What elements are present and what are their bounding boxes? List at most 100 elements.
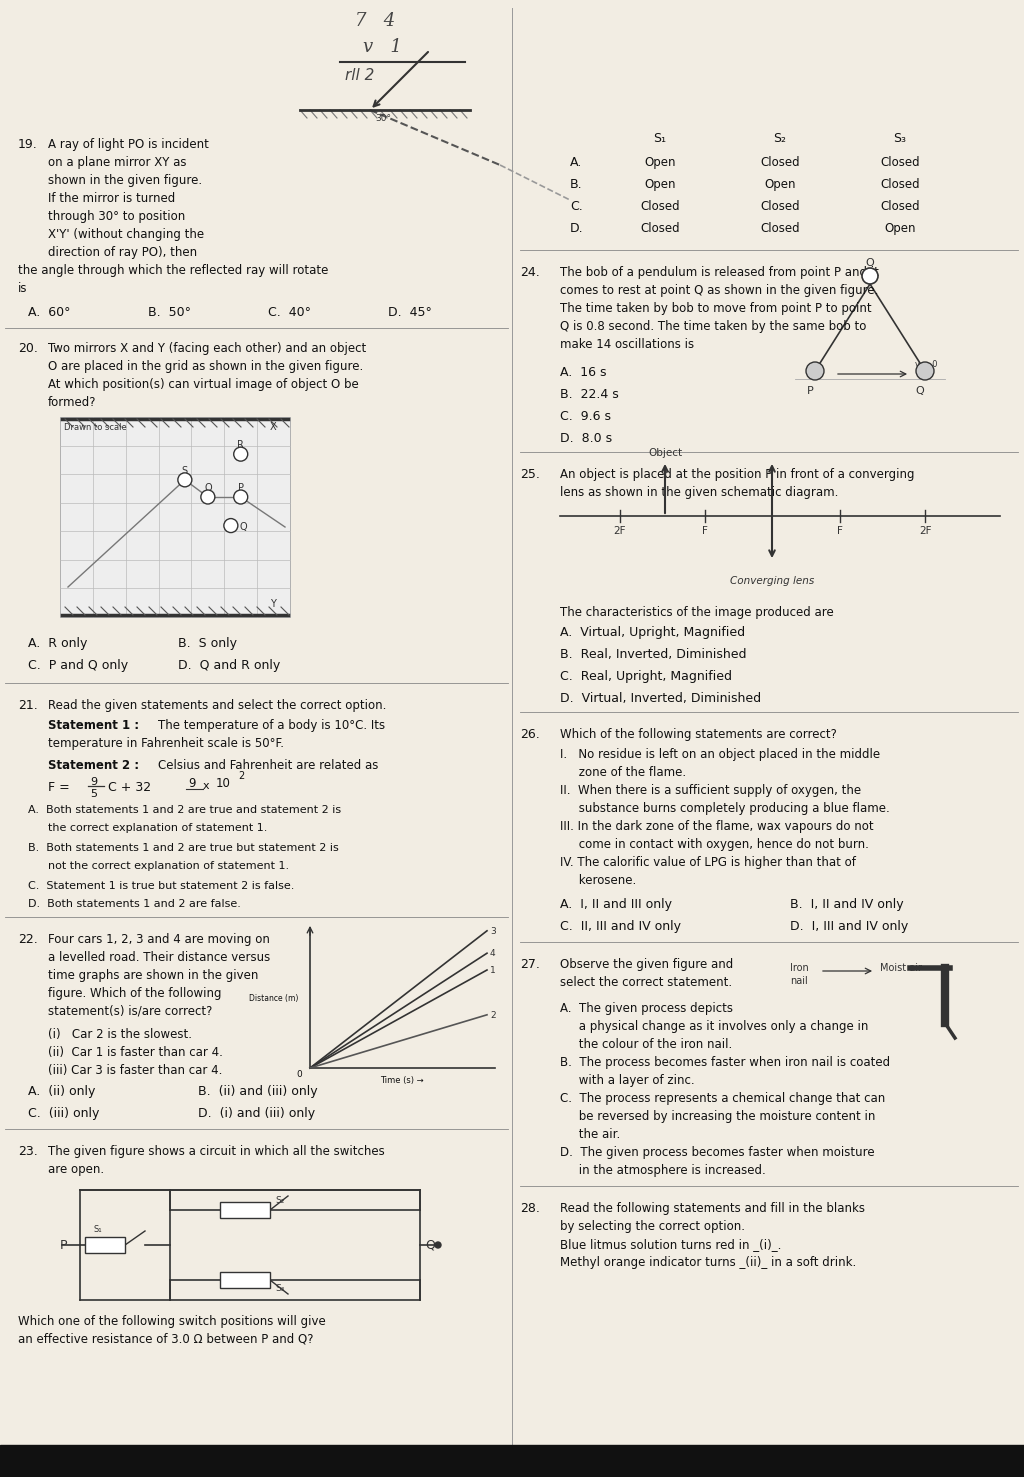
Circle shape bbox=[233, 490, 248, 504]
Text: X'Y' (without changing the: X'Y' (without changing the bbox=[48, 227, 204, 241]
Text: through 30° to position: through 30° to position bbox=[48, 210, 185, 223]
Text: Closed: Closed bbox=[640, 199, 680, 213]
Text: D.  The given process becomes faster when moisture: D. The given process becomes faster when… bbox=[560, 1146, 874, 1159]
Text: Closed: Closed bbox=[760, 222, 800, 235]
Text: 2: 2 bbox=[238, 771, 245, 781]
Text: D.  8.0 s: D. 8.0 s bbox=[560, 431, 612, 445]
Text: not the correct explanation of statement 1.: not the correct explanation of statement… bbox=[48, 861, 289, 871]
Circle shape bbox=[862, 267, 878, 284]
Text: II.  When there is a sufficient supply of oxygen, the: II. When there is a sufficient supply of… bbox=[560, 784, 861, 798]
Text: 1: 1 bbox=[490, 966, 496, 975]
Text: 27.: 27. bbox=[520, 959, 540, 970]
Text: B.  The process becomes faster when iron nail is coated: B. The process becomes faster when iron … bbox=[560, 1056, 890, 1069]
Text: S₂: S₂ bbox=[773, 131, 786, 145]
Text: S₁: S₁ bbox=[653, 131, 667, 145]
Text: 10: 10 bbox=[216, 777, 230, 790]
Text: Time (s) →: Time (s) → bbox=[380, 1077, 424, 1086]
Text: (ii)  Car 1 is faster than car 4.: (ii) Car 1 is faster than car 4. bbox=[48, 1046, 223, 1059]
Circle shape bbox=[916, 362, 934, 380]
Text: D.  (i) and (iii) only: D. (i) and (iii) only bbox=[198, 1106, 315, 1120]
Text: are open.: are open. bbox=[48, 1162, 104, 1176]
Text: O are placed in the grid as shown in the given figure.: O are placed in the grid as shown in the… bbox=[48, 360, 364, 374]
Text: 0: 0 bbox=[296, 1069, 302, 1080]
Text: x: x bbox=[203, 781, 210, 792]
Text: temperature in Fahrenheit scale is 50°F.: temperature in Fahrenheit scale is 50°F. bbox=[48, 737, 284, 750]
Text: Q: Q bbox=[239, 521, 247, 532]
Bar bbox=[85, 1238, 125, 1252]
Text: comes to rest at point Q as shown in the given figure.: comes to rest at point Q as shown in the… bbox=[560, 284, 879, 297]
Text: zone of the flame.: zone of the flame. bbox=[560, 767, 686, 778]
Text: C + 32: C + 32 bbox=[108, 781, 152, 795]
Text: the correct explanation of statement 1.: the correct explanation of statement 1. bbox=[48, 823, 267, 833]
Text: Closed: Closed bbox=[881, 157, 920, 168]
Text: shown in the given figure.: shown in the given figure. bbox=[48, 174, 202, 188]
Text: C.  Statement 1 is true but statement 2 is false.: C. Statement 1 is true but statement 2 i… bbox=[28, 880, 294, 891]
Text: the angle through which the reflected ray will rotate: the angle through which the reflected ra… bbox=[18, 264, 329, 278]
Text: Statement 2 :: Statement 2 : bbox=[48, 759, 139, 772]
Text: D.  Q and R only: D. Q and R only bbox=[178, 659, 281, 672]
Text: The bob of a pendulum is released from point P and it: The bob of a pendulum is released from p… bbox=[560, 266, 879, 279]
Text: Read the following statements and fill in the blanks: Read the following statements and fill i… bbox=[560, 1202, 865, 1216]
Text: C.  II, III and IV only: C. II, III and IV only bbox=[560, 920, 681, 933]
Text: nail: nail bbox=[790, 976, 808, 987]
Circle shape bbox=[178, 473, 191, 487]
Text: C.  P and Q only: C. P and Q only bbox=[28, 659, 128, 672]
Text: 26.: 26. bbox=[520, 728, 540, 741]
Text: P: P bbox=[60, 1239, 68, 1252]
Text: 25.: 25. bbox=[520, 468, 540, 482]
Text: D.  45°: D. 45° bbox=[388, 306, 432, 319]
Text: Closed: Closed bbox=[640, 222, 680, 235]
Text: C.: C. bbox=[570, 199, 583, 213]
Text: B.  S only: B. S only bbox=[178, 637, 237, 650]
Text: I.   No residue is left on an object placed in the middle: I. No residue is left on an object place… bbox=[560, 747, 880, 761]
Text: by selecting the correct option.: by selecting the correct option. bbox=[560, 1220, 745, 1233]
Text: D.  Virtual, Inverted, Diminished: D. Virtual, Inverted, Diminished bbox=[560, 693, 761, 705]
Text: Observe the given figure and: Observe the given figure and bbox=[560, 959, 733, 970]
Text: B.  Real, Inverted, Diminished: B. Real, Inverted, Diminished bbox=[560, 648, 746, 662]
Text: P: P bbox=[807, 385, 813, 396]
Text: Blue litmus solution turns red in _(i)_.: Blue litmus solution turns red in _(i)_. bbox=[560, 1238, 781, 1251]
Text: F =: F = bbox=[48, 781, 70, 795]
Text: figure. Which of the following: figure. Which of the following bbox=[48, 987, 221, 1000]
Circle shape bbox=[201, 490, 215, 504]
Text: Distance (m): Distance (m) bbox=[249, 994, 298, 1003]
Text: 28.: 28. bbox=[520, 1202, 540, 1216]
Text: Read the given statements and select the correct option.: Read the given statements and select the… bbox=[48, 699, 386, 712]
Text: an effective resistance of 3.0 Ω between P and Q?: an effective resistance of 3.0 Ω between… bbox=[18, 1334, 313, 1346]
Text: lens as shown in the given schematic diagram.: lens as shown in the given schematic dia… bbox=[560, 486, 839, 499]
Text: The time taken by bob to move from point P to point: The time taken by bob to move from point… bbox=[560, 301, 871, 315]
Text: Methyl orange indicator turns _(ii)_ in a soft drink.: Methyl orange indicator turns _(ii)_ in … bbox=[560, 1255, 856, 1269]
Text: S₃: S₃ bbox=[275, 1284, 285, 1292]
Text: select the correct statement.: select the correct statement. bbox=[560, 976, 732, 990]
Circle shape bbox=[233, 448, 248, 461]
Text: v = 0: v = 0 bbox=[915, 360, 938, 369]
Text: Statement 1 :: Statement 1 : bbox=[48, 719, 139, 733]
Text: Object: Object bbox=[648, 448, 682, 458]
Text: statement(s) is/are correct?: statement(s) is/are correct? bbox=[48, 1004, 212, 1018]
Text: III. In the dark zone of the flame, wax vapours do not: III. In the dark zone of the flame, wax … bbox=[560, 820, 873, 833]
Text: F: F bbox=[837, 526, 843, 536]
Text: the air.: the air. bbox=[560, 1128, 621, 1142]
Text: Open: Open bbox=[885, 222, 915, 235]
Text: C.  The process represents a chemical change that can: C. The process represents a chemical cha… bbox=[560, 1092, 886, 1105]
Text: D.: D. bbox=[570, 222, 584, 235]
Text: O: O bbox=[204, 483, 212, 493]
Text: S: S bbox=[182, 465, 188, 476]
Text: A.  16 s: A. 16 s bbox=[560, 366, 606, 380]
Text: At which position(s) can virtual image of object O be: At which position(s) can virtual image o… bbox=[48, 378, 358, 391]
Text: 2: 2 bbox=[490, 1010, 496, 1019]
Circle shape bbox=[435, 1242, 441, 1248]
Text: (iii) Car 3 is faster than car 4.: (iii) Car 3 is faster than car 4. bbox=[48, 1063, 222, 1077]
Text: A.  (ii) only: A. (ii) only bbox=[28, 1086, 95, 1097]
Circle shape bbox=[806, 362, 824, 380]
Text: C.  (iii) only: C. (iii) only bbox=[28, 1106, 99, 1120]
Text: Which of the following statements are correct?: Which of the following statements are co… bbox=[560, 728, 837, 741]
Text: Closed: Closed bbox=[760, 199, 800, 213]
Text: A.  Virtual, Upright, Magnified: A. Virtual, Upright, Magnified bbox=[560, 626, 745, 640]
Text: a physical change as it involves only a change in: a physical change as it involves only a … bbox=[560, 1021, 868, 1032]
Text: Moist air: Moist air bbox=[880, 963, 922, 973]
Text: C.  Real, Upright, Magnified: C. Real, Upright, Magnified bbox=[560, 671, 732, 682]
Text: 22.: 22. bbox=[18, 933, 38, 945]
Text: Closed: Closed bbox=[881, 179, 920, 191]
Text: 9: 9 bbox=[90, 777, 97, 787]
